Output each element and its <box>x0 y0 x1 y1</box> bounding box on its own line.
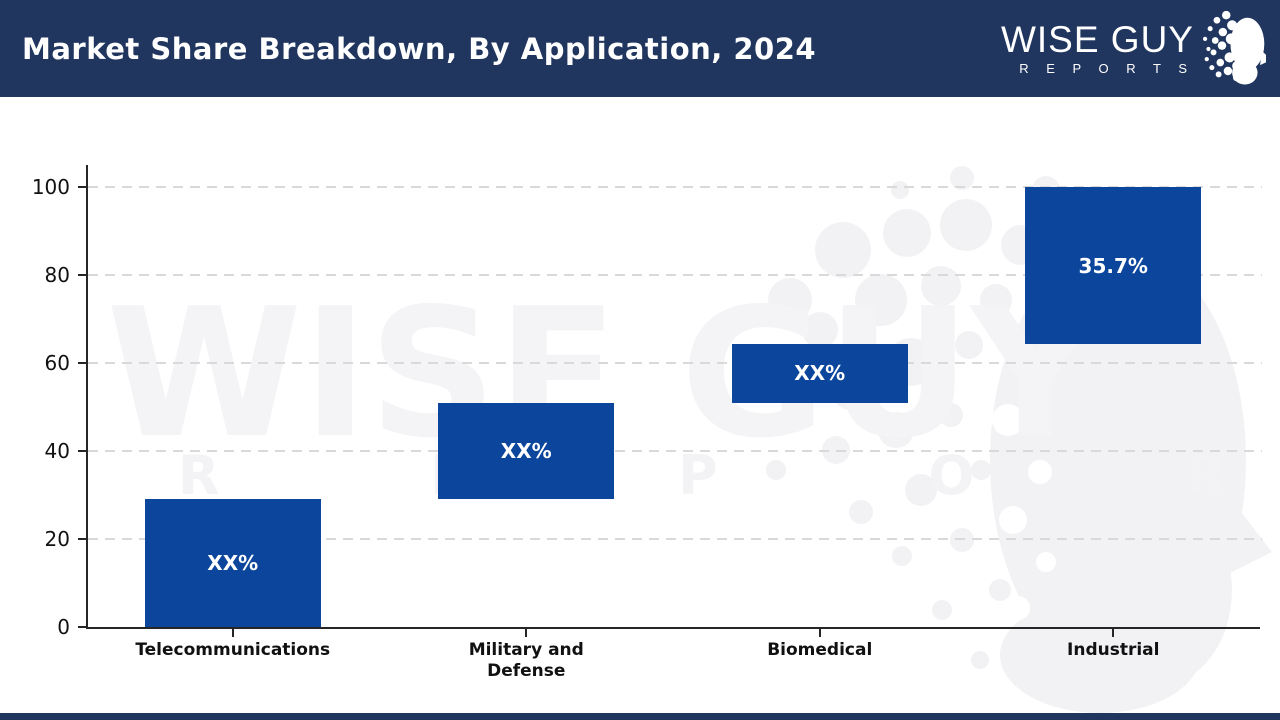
x-category-label: Biomedical <box>767 640 873 660</box>
y-tick <box>78 626 86 628</box>
y-axis-line <box>86 165 88 629</box>
logo-subtext: R E P O R T S <box>1019 61 1194 76</box>
page-title: Market Share Breakdown, By Application, … <box>22 31 817 66</box>
grid-line <box>88 450 1262 452</box>
x-tick <box>1112 629 1115 637</box>
header-bar: Market Share Breakdown, By Application, … <box>0 0 1280 97</box>
y-tick-label: 0 <box>57 615 70 639</box>
y-tick-label: 80 <box>44 263 70 287</box>
x-category-label: Telecommunications <box>135 640 331 660</box>
y-tick-label: 40 <box>44 439 70 463</box>
x-tick <box>231 629 234 637</box>
bar-value-label: 35.7% <box>1078 253 1148 278</box>
x-category-label: Industrial <box>1067 640 1160 660</box>
bar-segment <box>1025 187 1202 345</box>
bar-segment <box>144 499 321 627</box>
grid-line <box>88 274 1262 276</box>
y-tick <box>78 538 86 540</box>
logo-face-icon <box>1202 10 1266 85</box>
y-tick-label: 60 <box>44 351 70 375</box>
grid-line <box>88 186 1262 188</box>
footer-bar <box>0 713 1280 720</box>
chart-area: WISE GUY R E P O R T S 020406080100XX%XX… <box>0 97 1280 713</box>
grid-line <box>88 362 1262 364</box>
brand-logo: WISE GUY R E P O R T S <box>1001 4 1266 94</box>
x-tick <box>525 629 528 637</box>
logo-wordmark: WISE GUY <box>1000 19 1194 60</box>
y-tick <box>78 450 86 452</box>
x-axis-line <box>86 627 1260 629</box>
y-tick-label: 20 <box>44 527 70 551</box>
bar-value-label: XX% <box>207 551 259 576</box>
x-tick <box>818 629 821 637</box>
bar-segment <box>438 402 615 500</box>
y-tick <box>78 186 86 188</box>
y-tick-label: 100 <box>31 175 70 199</box>
brand-logo-text: WISE GUY R E P O R T S <box>1001 21 1194 76</box>
y-tick <box>78 274 86 276</box>
bar-segment <box>731 344 908 403</box>
x-category-label: Military and Defense <box>468 640 584 681</box>
grid-line <box>88 538 1262 540</box>
bar-value-label: XX% <box>794 361 846 386</box>
bar-value-label: XX% <box>500 439 552 463</box>
y-tick <box>78 362 86 364</box>
